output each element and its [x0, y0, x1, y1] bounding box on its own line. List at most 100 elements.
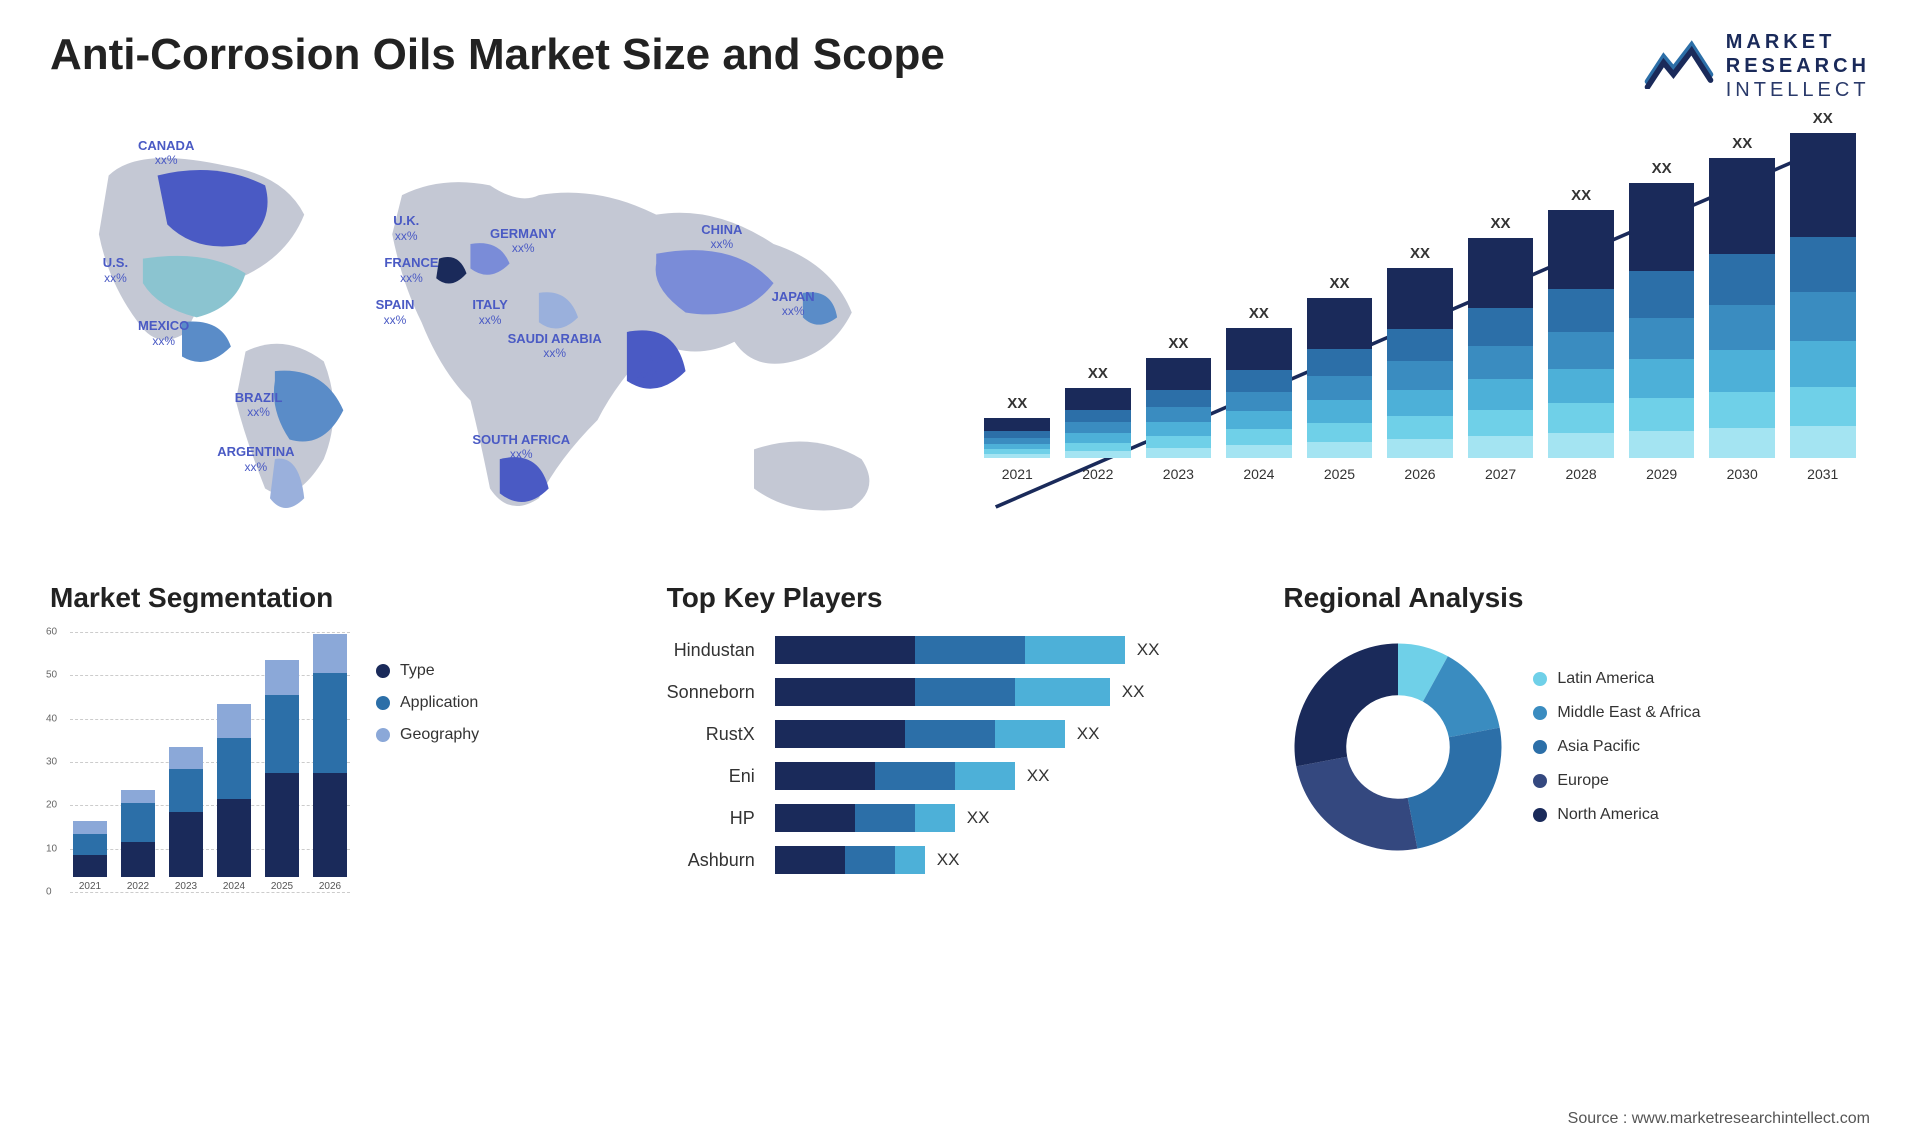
segmentation-panel: Market Segmentation 01020304050602021202… — [50, 582, 637, 912]
growth-bar: XX 2022 — [1061, 365, 1136, 482]
seg-bar: 2025 — [262, 660, 302, 892]
player-bar-row: XX — [775, 636, 1254, 664]
growth-value-label: XX — [1652, 160, 1672, 177]
map-label: U.S.xx% — [103, 256, 128, 285]
logo-text-1: MARKET — [1726, 30, 1870, 54]
seg-year-label: 2023 — [175, 881, 197, 892]
regional-panel: Regional Analysis Latin AmericaMiddle Ea… — [1283, 582, 1870, 912]
growth-year-label: 2027 — [1485, 466, 1516, 482]
player-name: Sonneborn — [667, 678, 755, 706]
growth-year-label: 2031 — [1807, 466, 1838, 482]
growth-year-label: 2021 — [1002, 466, 1033, 482]
seg-bar: 2023 — [166, 747, 206, 892]
map-label: U.K.xx% — [393, 214, 419, 243]
growth-year-label: 2030 — [1727, 466, 1758, 482]
y-axis-tick: 10 — [46, 843, 57, 854]
growth-year-label: 2023 — [1163, 466, 1194, 482]
growth-value-label: XX — [1571, 187, 1591, 204]
players-name-list: HindustanSonnebornRustXEniHPAshburn — [667, 632, 755, 874]
growth-year-label: 2022 — [1082, 466, 1113, 482]
player-name: HP — [730, 804, 755, 832]
growth-bar: XX 2026 — [1383, 245, 1458, 482]
map-label: SOUTH AFRICAxx% — [472, 433, 570, 462]
logo-mark-icon — [1644, 39, 1714, 94]
seg-bar: 2024 — [214, 704, 254, 892]
regional-legend: Latin AmericaMiddle East & AfricaAsia Pa… — [1533, 670, 1700, 824]
map-label: MEXICOxx% — [138, 319, 189, 348]
y-axis-tick: 50 — [46, 670, 57, 681]
player-value-label: XX — [1137, 640, 1160, 660]
y-axis-tick: 20 — [46, 800, 57, 811]
seg-year-label: 2026 — [319, 881, 341, 892]
legend-item: Europe — [1533, 772, 1700, 790]
players-bar-list: XXXXXXXXXXXX — [775, 632, 1254, 874]
y-axis-tick: 0 — [46, 887, 52, 898]
map-label: SPAINxx% — [376, 298, 415, 327]
map-label: FRANCExx% — [384, 256, 438, 285]
growth-value-label: XX — [1249, 305, 1269, 322]
map-label: GERMANYxx% — [490, 227, 556, 256]
logo-text-3: INTELLECT — [1726, 78, 1870, 102]
map-label: CHINAxx% — [701, 223, 742, 252]
legend-item: Geography — [376, 726, 479, 744]
player-value-label: XX — [967, 808, 990, 828]
player-name: Hindustan — [674, 636, 755, 664]
player-bar-row: XX — [775, 720, 1254, 748]
player-bar-row: XX — [775, 762, 1254, 790]
growth-value-label: XX — [1088, 365, 1108, 382]
map-label: JAPANxx% — [772, 290, 815, 319]
growth-year-label: 2026 — [1404, 466, 1435, 482]
seg-year-label: 2021 — [79, 881, 101, 892]
regional-title: Regional Analysis — [1283, 582, 1870, 614]
player-value-label: XX — [1027, 766, 1050, 786]
growth-value-label: XX — [1491, 215, 1511, 232]
seg-year-label: 2022 — [127, 881, 149, 892]
map-label: SAUDI ARABIAxx% — [508, 332, 602, 361]
seg-bar: 2022 — [118, 790, 158, 892]
map-label: CANADAxx% — [138, 139, 194, 168]
legend-item: Type — [376, 662, 479, 680]
regional-donut-chart — [1283, 632, 1513, 862]
player-name: RustX — [706, 720, 755, 748]
brand-logo: MARKET RESEARCH INTELLECT — [1644, 30, 1870, 102]
growth-bar: XX 2031 — [1785, 110, 1860, 482]
segmentation-chart: 0102030405060202120222023202420252026 — [50, 632, 350, 912]
growth-bar: XX2023 — [1141, 335, 1216, 482]
source-attribution: Source : www.marketresearchintellect.com — [1568, 1110, 1870, 1128]
growth-value-label: XX — [1007, 395, 1027, 412]
growth-bar: XX2029 — [1624, 160, 1699, 482]
player-value-label: XX — [937, 850, 960, 870]
player-value-label: XX — [1077, 724, 1100, 744]
growth-bar: XX 2030 — [1705, 135, 1780, 482]
segmentation-legend: Type Application Geography — [376, 632, 479, 744]
page-title: Anti-Corrosion Oils Market Size and Scop… — [50, 30, 945, 80]
donut-slice — [1408, 728, 1502, 849]
growth-bar: XX 2024 — [1222, 305, 1297, 482]
growth-value-label: XX — [1329, 275, 1349, 292]
segmentation-title: Market Segmentation — [50, 582, 637, 614]
legend-item: Application — [376, 694, 479, 712]
growth-bar: XX 2028 — [1544, 187, 1619, 482]
players-title: Top Key Players — [667, 582, 1254, 614]
growth-bar-chart: XX2021XX2022XX2023XX2024XX2025XX2026XX20… — [970, 122, 1870, 542]
growth-bar: XX 2021 — [980, 395, 1055, 482]
legend-item: North America — [1533, 806, 1700, 824]
y-axis-tick: 60 — [46, 627, 57, 638]
player-bar-row: XX — [775, 846, 1254, 874]
y-axis-tick: 40 — [46, 713, 57, 724]
growth-year-label: 2025 — [1324, 466, 1355, 482]
seg-bar: 2026 — [310, 634, 350, 892]
y-axis-tick: 30 — [46, 757, 57, 768]
map-label: ARGENTINAxx% — [217, 445, 294, 474]
legend-item: Latin America — [1533, 670, 1700, 688]
player-bar-row: XX — [775, 804, 1254, 832]
map-label: INDIAxx% — [631, 353, 666, 382]
growth-value-label: XX — [1410, 245, 1430, 262]
growth-year-label: 2028 — [1566, 466, 1597, 482]
growth-value-label: XX — [1732, 135, 1752, 152]
growth-value-label: XX — [1813, 110, 1833, 127]
seg-year-label: 2025 — [271, 881, 293, 892]
map-label: BRAZILxx% — [235, 391, 283, 420]
growth-year-label: 2024 — [1243, 466, 1274, 482]
player-name: Ashburn — [688, 846, 755, 874]
